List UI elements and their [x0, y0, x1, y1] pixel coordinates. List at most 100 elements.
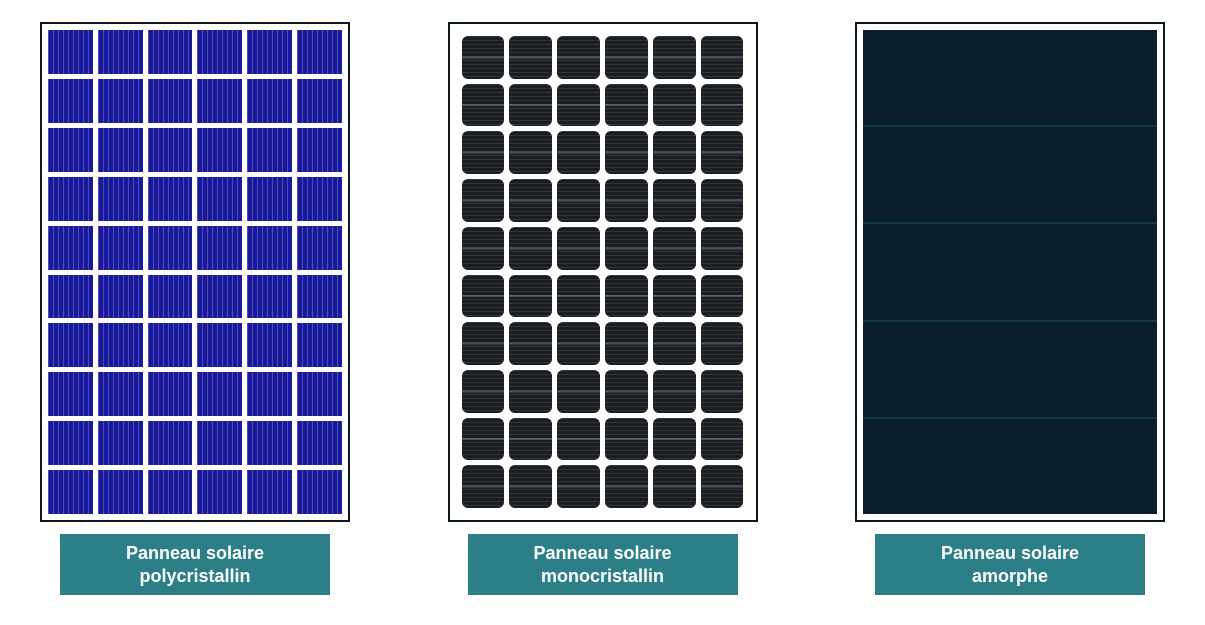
poly-cell [297, 323, 342, 367]
poly-cell [148, 177, 193, 221]
amorphe-stripes [863, 30, 1157, 514]
mono-cell [509, 370, 552, 413]
poly-cell [247, 177, 292, 221]
label-amorphe: Panneau solaire amorphe [875, 534, 1145, 595]
poly-cell [197, 372, 242, 416]
label-mono: Panneau solaire monocristallin [468, 534, 738, 595]
poly-cell [98, 421, 143, 465]
poly-cell [98, 128, 143, 172]
mono-cell [557, 179, 600, 222]
poly-cell [297, 177, 342, 221]
mono-cell [462, 36, 505, 79]
mono-cell [557, 370, 600, 413]
poly-cell [197, 470, 242, 514]
mono-cell [509, 36, 552, 79]
poly-cell [98, 372, 143, 416]
poly-cell [197, 226, 242, 270]
poly-cell [247, 421, 292, 465]
panel-amorphe-inner [863, 30, 1157, 514]
mono-cell [462, 370, 505, 413]
poly-cell [247, 372, 292, 416]
poly-cell [297, 421, 342, 465]
poly-cell [197, 275, 242, 319]
mono-cell [653, 84, 696, 127]
panel-poly-inner [48, 30, 342, 514]
poly-cell [148, 226, 193, 270]
amorphe-stripe [863, 320, 1157, 417]
mono-cell [605, 465, 648, 508]
mono-cell [653, 36, 696, 79]
poly-cell [148, 30, 193, 74]
mono-cell [462, 275, 505, 318]
mono-cell [701, 370, 744, 413]
mono-cell [557, 36, 600, 79]
mono-cell [605, 370, 648, 413]
poly-cell [48, 470, 93, 514]
poly-cell [297, 30, 342, 74]
panels-row: Panneau solaire polycristallin Panneau s… [40, 22, 1165, 595]
label-line: Panneau solaire [885, 542, 1135, 565]
poly-cell [48, 275, 93, 319]
mono-grid [462, 36, 744, 508]
poly-cell [148, 275, 193, 319]
poly-cell [98, 470, 143, 514]
mono-cell [701, 322, 744, 365]
poly-cell [297, 275, 342, 319]
poly-cell [148, 470, 193, 514]
panel-amorphe-frame [855, 22, 1165, 522]
poly-cell [297, 128, 342, 172]
mono-cell [653, 131, 696, 174]
poly-cell [148, 421, 193, 465]
mono-cell [605, 275, 648, 318]
poly-cell [247, 128, 292, 172]
mono-cell [605, 179, 648, 222]
mono-cell [557, 84, 600, 127]
mono-cell [701, 227, 744, 270]
mono-bg [456, 30, 750, 514]
mono-cell [701, 418, 744, 461]
poly-cell [297, 79, 342, 123]
mono-cell [557, 465, 600, 508]
mono-cell [557, 131, 600, 174]
mono-cell [509, 131, 552, 174]
mono-cell [605, 418, 648, 461]
mono-cell [462, 418, 505, 461]
mono-cell [509, 179, 552, 222]
poly-cell [297, 226, 342, 270]
mono-cell [605, 36, 648, 79]
mono-cell [509, 275, 552, 318]
mono-cell [605, 322, 648, 365]
mono-cell [701, 36, 744, 79]
poly-cell [48, 372, 93, 416]
poly-cell [148, 79, 193, 123]
amorphe-stripe [863, 222, 1157, 319]
mono-cell [701, 275, 744, 318]
mono-cell [509, 322, 552, 365]
poly-cell [247, 275, 292, 319]
label-line: Panneau solaire [478, 542, 728, 565]
mono-cell [557, 275, 600, 318]
mono-cell [701, 465, 744, 508]
panel-poly: Panneau solaire polycristallin [40, 22, 350, 595]
amorphe-stripe [863, 30, 1157, 125]
mono-cell [462, 227, 505, 270]
mono-cell [653, 418, 696, 461]
poly-cell [148, 128, 193, 172]
mono-cell [557, 418, 600, 461]
panel-mono: Panneau solaire monocristallin [448, 22, 758, 595]
poly-cell [297, 372, 342, 416]
mono-cell [653, 465, 696, 508]
label-line: polycristallin [70, 565, 320, 588]
mono-cell [462, 179, 505, 222]
poly-cell [48, 79, 93, 123]
poly-cell [48, 226, 93, 270]
mono-cell [653, 179, 696, 222]
mono-cell [605, 84, 648, 127]
poly-cell [98, 79, 143, 123]
poly-grid [48, 30, 342, 514]
poly-cell [98, 323, 143, 367]
poly-cell [48, 30, 93, 74]
mono-cell [653, 322, 696, 365]
mono-cell [462, 131, 505, 174]
mono-cell [557, 227, 600, 270]
